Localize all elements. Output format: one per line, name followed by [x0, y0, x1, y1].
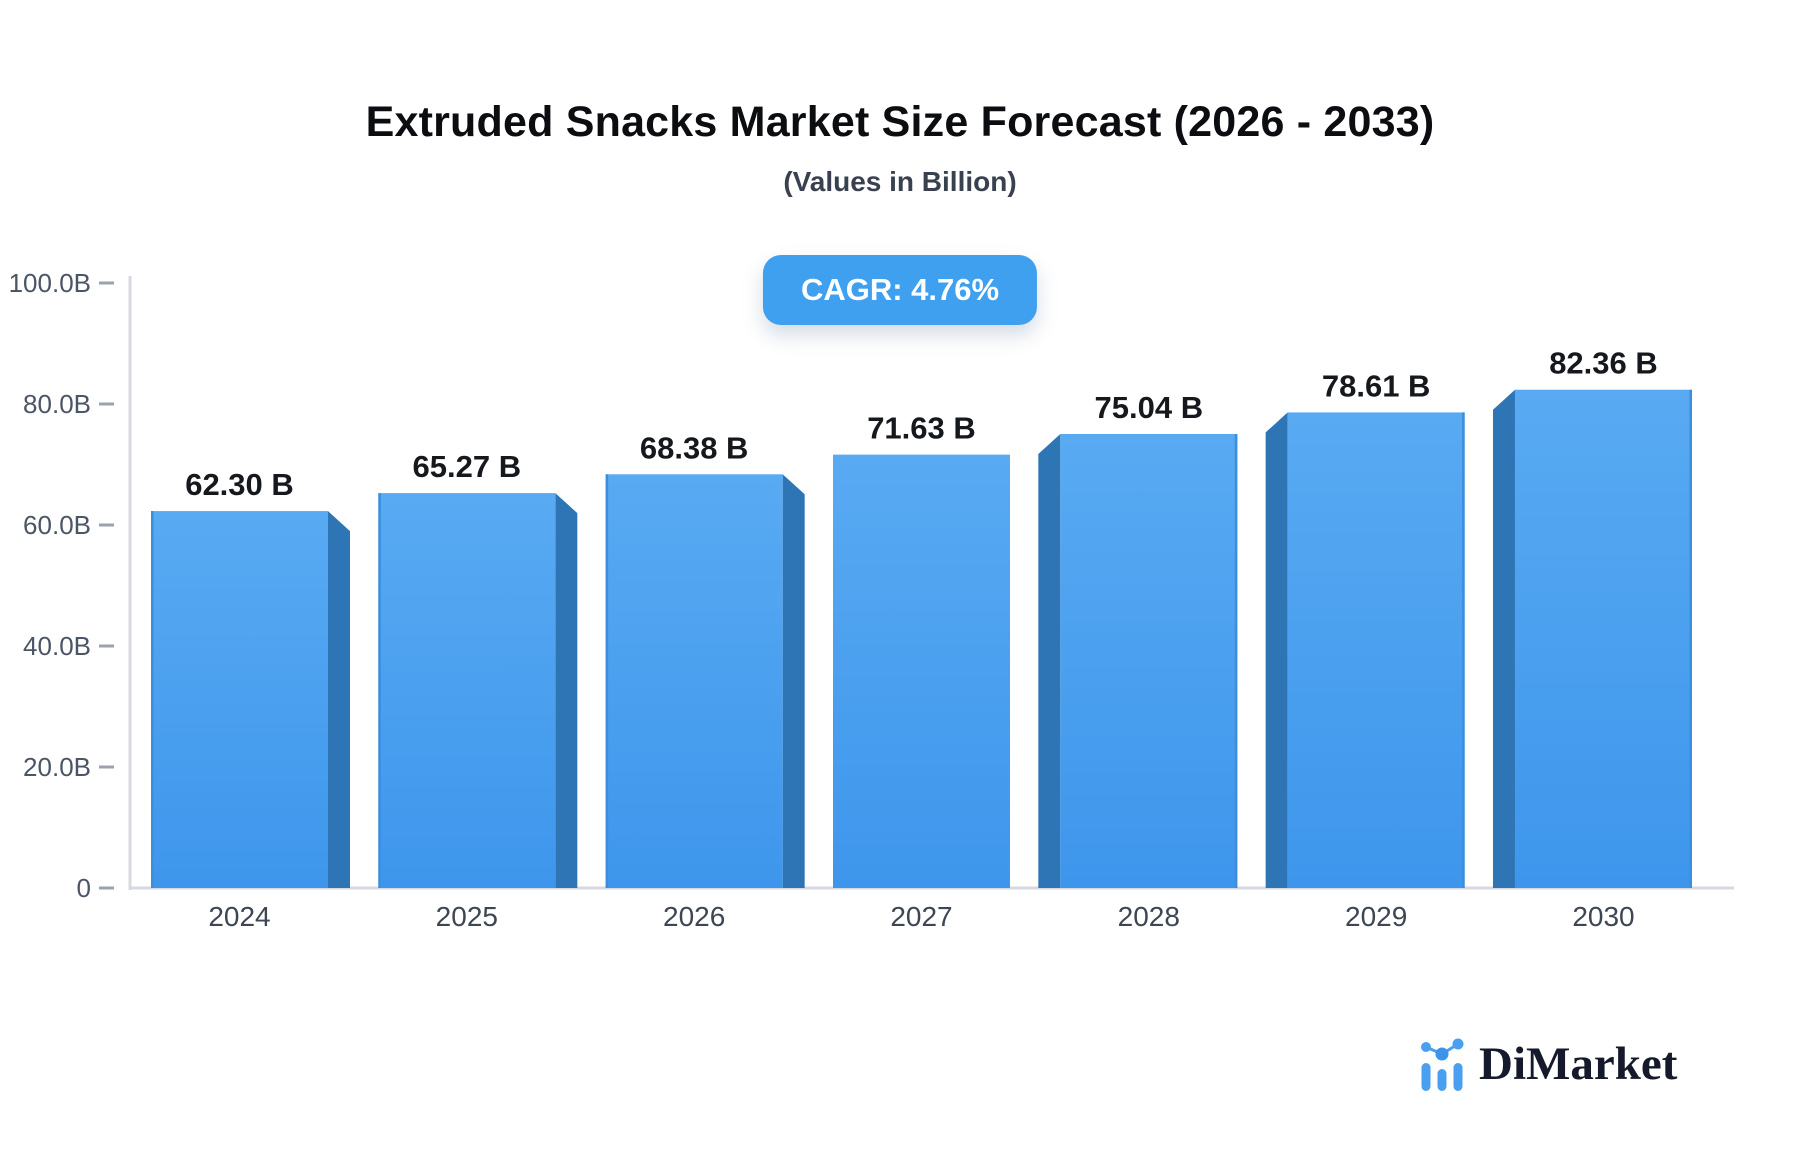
- y-tick-label: 0: [77, 873, 91, 903]
- y-tick-label: 40.0B: [23, 631, 91, 661]
- bar-edge-highlight: [151, 511, 154, 888]
- y-tick-100.0B: 100.0B: [9, 268, 114, 298]
- bar-front-face: [1287, 412, 1465, 888]
- y-tick-80.0B: 80.0B: [23, 389, 114, 419]
- value-label-2028: 75.04 B: [1095, 390, 1204, 425]
- bar-2027: 71.63 B 2027: [832, 411, 1010, 932]
- bar-side-face: [328, 511, 350, 888]
- y-tick-label: 80.0B: [23, 389, 91, 419]
- bar-line-chart-icon: [1421, 1038, 1464, 1091]
- bar-2026: 68.38 B 2026: [605, 430, 805, 932]
- brand-logo-text: DiMarket: [1479, 1038, 1678, 1090]
- value-label-2027: 71.63 B: [867, 411, 976, 446]
- x-tick-label-2025: 2025: [436, 901, 498, 932]
- x-tick-label-2028: 2028: [1118, 901, 1180, 932]
- brand-logo: DiMarket: [1420, 1036, 1677, 1092]
- x-tick-label-2029: 2029: [1345, 901, 1407, 932]
- bar-2030: 82.36 B 2030: [1492, 346, 1692, 932]
- bar-front-face: [605, 474, 783, 888]
- y-axis-line: [128, 276, 132, 890]
- bar-edge-highlight: [1689, 389, 1692, 888]
- y-tick-label: 20.0B: [23, 752, 91, 782]
- x-tick-label-2030: 2030: [1572, 901, 1634, 932]
- x-tick-label-2024: 2024: [208, 901, 270, 932]
- bar-side-face: [782, 474, 805, 888]
- bar-side-face: [1265, 412, 1288, 888]
- bar-front-face: [1514, 389, 1692, 888]
- bar-front-face: [832, 454, 1010, 888]
- bar-side-face: [555, 493, 578, 888]
- y-tick-label: 100.0B: [9, 268, 91, 298]
- y-tick-60.0B: 60.0B: [23, 510, 114, 540]
- bar-2025: 65.27 B 2025: [378, 449, 578, 932]
- chart-subtitle: (Values in Billion): [783, 166, 1017, 197]
- y-tick-mark: [99, 523, 114, 527]
- bar-front-face: [151, 511, 328, 888]
- bar-front-face: [378, 493, 556, 888]
- y-tick-20.0B: 20.0B: [23, 752, 114, 782]
- value-label-2024: 62.30 B: [185, 467, 294, 502]
- value-label-2026: 68.38 B: [640, 430, 749, 465]
- bar-edge-highlight: [605, 474, 609, 888]
- bar-side-face: [1038, 434, 1061, 888]
- bar-2028: 75.04 B 2028: [1038, 390, 1238, 932]
- bar-front-face: [1060, 434, 1238, 888]
- bar-2024: 62.30 B 2024: [151, 467, 350, 932]
- y-tick-mark: [99, 886, 114, 890]
- y-tick-0: 0: [77, 873, 114, 903]
- bar-2029: 78.61 B 2029: [1265, 368, 1465, 932]
- cagr-badge: CAGR: 4.76%: [762, 255, 1038, 325]
- y-tick-mark: [99, 644, 114, 648]
- y-tick-label: 60.0B: [23, 510, 91, 540]
- y-tick-mark: [99, 281, 114, 285]
- x-tick-label-2027: 2027: [890, 901, 952, 932]
- bar-edge-highlight: [1234, 434, 1238, 888]
- chart-title: Extruded Snacks Market Size Forecast (20…: [365, 98, 1435, 146]
- value-label-2025: 65.27 B: [413, 449, 522, 484]
- value-label-2030: 82.36 B: [1549, 346, 1658, 381]
- y-tick-mark: [99, 765, 114, 769]
- bar-side-face: [1492, 389, 1515, 888]
- value-label-2029: 78.61 B: [1322, 368, 1431, 403]
- bar-edge-highlight: [1462, 412, 1465, 888]
- x-tick-label-2026: 2026: [663, 901, 725, 932]
- y-tick-mark: [99, 402, 114, 406]
- y-tick-40.0B: 40.0B: [23, 631, 114, 661]
- bar-edge-highlight: [378, 493, 381, 888]
